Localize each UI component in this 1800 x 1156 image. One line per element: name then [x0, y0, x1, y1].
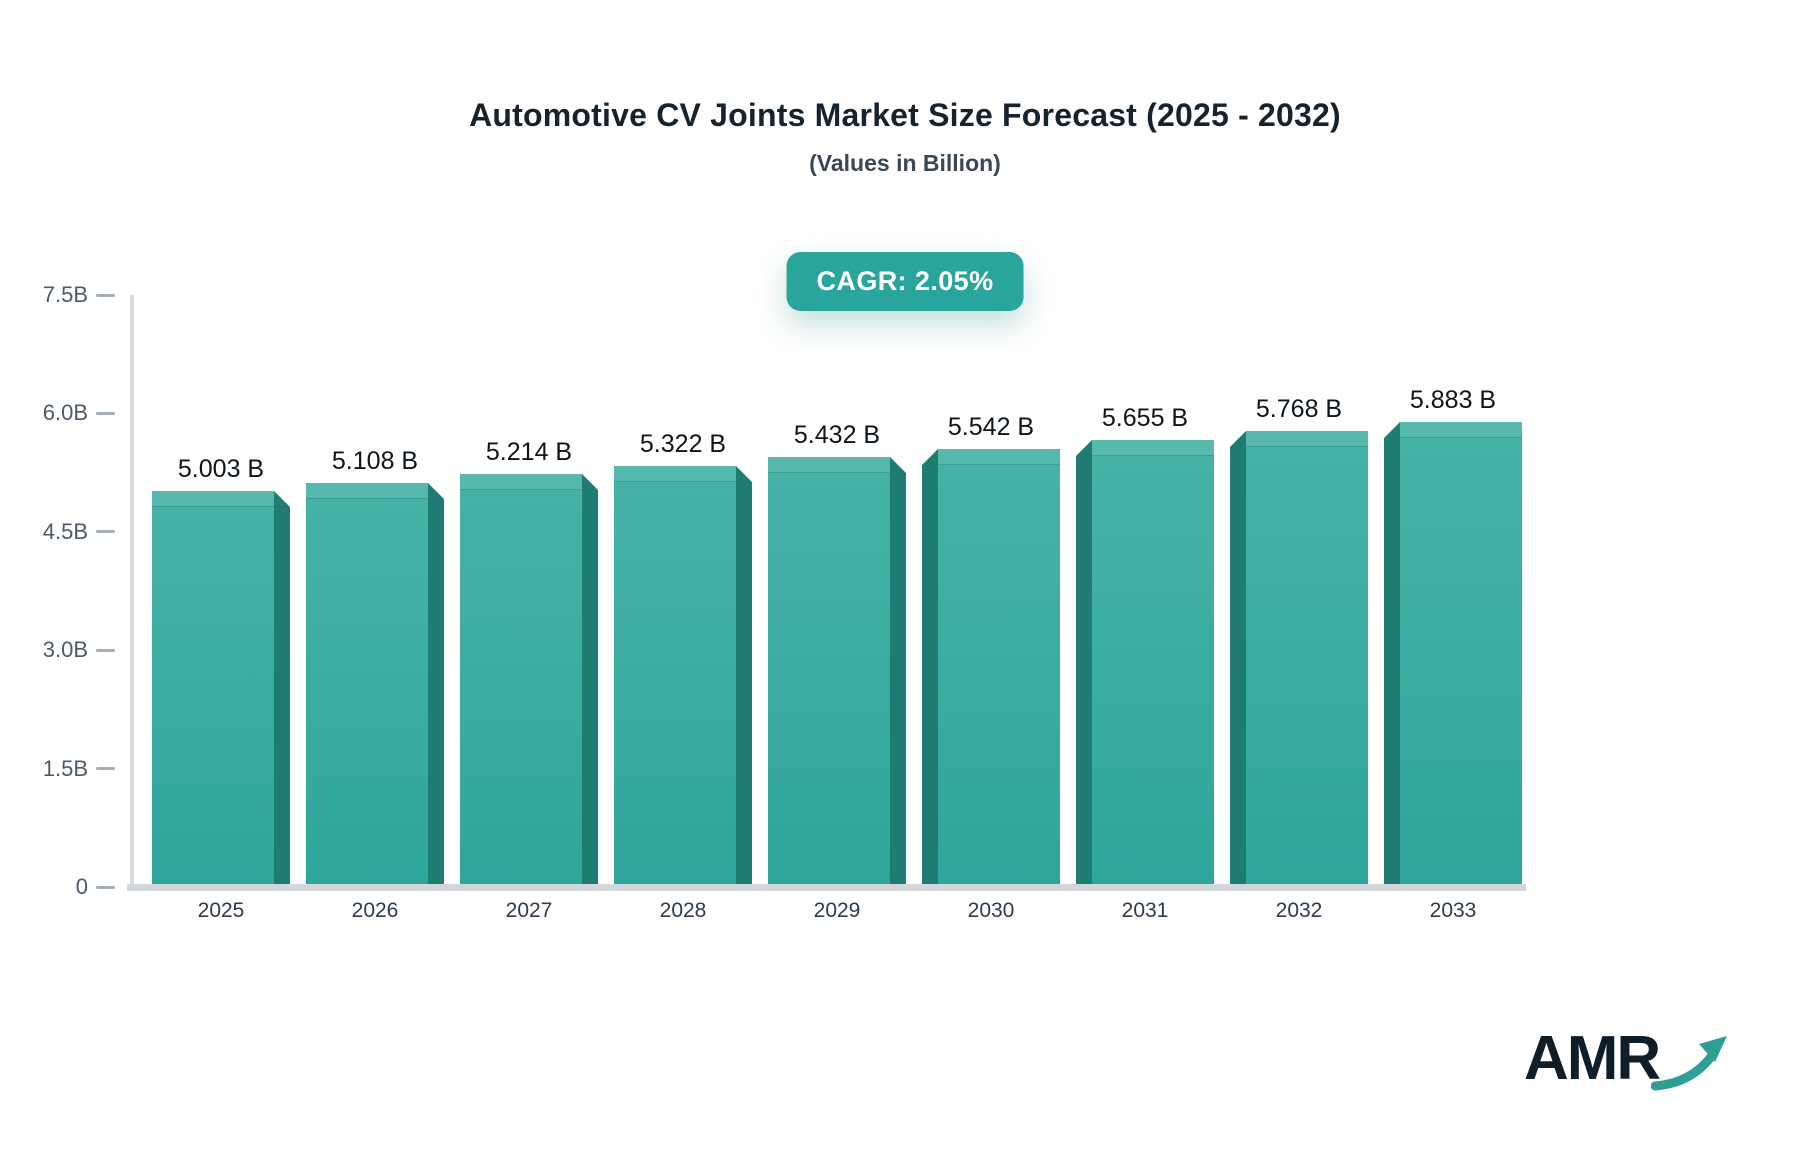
bar-front-face	[614, 482, 736, 886]
y-tick-dash	[96, 767, 115, 771]
bar-top-face	[938, 449, 1060, 465]
bar-value-label: 5.542 B	[947, 413, 1035, 441]
x-axis-label: 2032	[1275, 899, 1323, 922]
bar-side-face	[1230, 431, 1246, 886]
bar-front-face	[938, 465, 1060, 886]
x-axis-label: 2029	[813, 899, 861, 922]
bar-front-face	[768, 473, 890, 886]
y-tick-dash	[96, 411, 115, 415]
bar-value-label: 5.322 B	[639, 430, 727, 458]
bar-value-label: 5.432 B	[793, 421, 881, 449]
bar-front-face	[1092, 456, 1214, 886]
bar-top-face	[768, 457, 890, 473]
bar-top-face	[460, 474, 582, 490]
chart-subtitle: (Values in Billion)	[809, 150, 1001, 176]
y-tick-label: 7.5B	[42, 282, 88, 307]
cagr-badge: CAGR: 2.05%	[786, 252, 1024, 311]
bar-value-label: 5.214 B	[485, 438, 573, 466]
bar-side-face	[736, 466, 752, 886]
growth-arrow-icon	[1651, 1036, 1728, 1091]
bar-front-face	[1246, 447, 1368, 886]
bar-2027	[460, 474, 598, 886]
y-axis-line	[130, 295, 134, 889]
x-axis-label: 2028	[659, 899, 707, 922]
bar-value-label: 5.003 B	[177, 455, 265, 483]
y-tick-label: 4.5B	[42, 518, 88, 544]
x-axis-label: 2030	[967, 899, 1015, 922]
y-tick-label: 6.0B	[42, 400, 88, 426]
x-axis-baseline	[127, 884, 1526, 891]
bar-top-face	[1400, 422, 1522, 438]
bar-2030	[922, 449, 1060, 886]
bar-2026	[306, 483, 444, 886]
x-axis-label: 2026	[351, 899, 399, 922]
amr-logo-text: AMR	[1524, 1024, 1661, 1093]
bar-2029	[768, 457, 906, 886]
bar-front-face	[306, 499, 428, 886]
y-tick-dash	[96, 648, 115, 652]
bar-value-label: 5.768 B	[1255, 395, 1343, 423]
bar-top-face	[306, 483, 428, 499]
amr-logo: AMR	[1524, 1024, 1735, 1093]
bar-top-face	[152, 491, 274, 507]
bar-top-face	[614, 466, 736, 482]
bar-top-face	[1246, 431, 1368, 447]
bar-side-face	[922, 449, 938, 886]
bar-2032	[1230, 431, 1368, 886]
y-tick-dash	[96, 530, 115, 534]
bar-side-face	[582, 474, 598, 886]
bar-value-label: 5.655 B	[1101, 404, 1189, 432]
y-tick-label: 1.5B	[42, 755, 88, 781]
bar-top-face	[1092, 440, 1214, 456]
bar-side-face	[1384, 422, 1400, 886]
bar-side-face	[890, 457, 906, 886]
y-tick-label: 3.0B	[42, 637, 88, 663]
bar-side-face	[1076, 440, 1092, 886]
bar-value-label: 5.883 B	[1409, 386, 1497, 414]
bar-2028	[614, 466, 752, 886]
bar-side-face	[428, 483, 444, 886]
bar-front-face	[152, 507, 274, 886]
x-axis-label: 2031	[1121, 899, 1169, 922]
y-tick-dash	[96, 293, 115, 297]
x-axis-label: 2033	[1429, 899, 1477, 922]
bar-front-face	[460, 490, 582, 886]
bar-2031	[1076, 440, 1214, 886]
bar-value-label: 5.108 B	[331, 447, 419, 475]
bar-2033	[1384, 422, 1522, 886]
y-tick-label: 0	[75, 874, 88, 899]
bar-2025	[152, 491, 290, 886]
y-tick-dash	[96, 885, 115, 889]
x-axis-label: 2027	[505, 899, 553, 922]
x-axis-label: 2025	[197, 899, 245, 922]
bar-front-face	[1400, 438, 1522, 886]
bar-side-face	[274, 491, 290, 886]
chart-title: Automotive CV Joints Market Size Forecas…	[469, 97, 1341, 133]
